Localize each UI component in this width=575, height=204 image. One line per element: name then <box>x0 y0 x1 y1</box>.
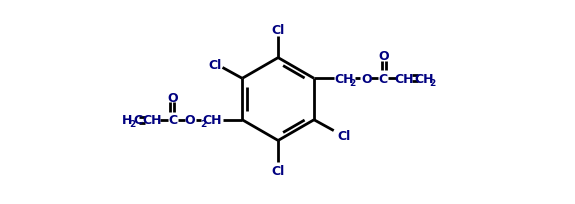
Text: 2: 2 <box>201 120 207 129</box>
Text: 2: 2 <box>129 120 136 129</box>
Text: O: O <box>361 72 371 85</box>
Text: Cl: Cl <box>271 24 285 37</box>
Text: CH: CH <box>394 72 413 85</box>
Text: 2: 2 <box>350 78 355 87</box>
Text: C: C <box>168 114 178 127</box>
Text: CH: CH <box>415 72 434 85</box>
Text: CH: CH <box>202 114 221 127</box>
Text: O: O <box>379 50 389 63</box>
Text: Cl: Cl <box>208 59 221 72</box>
Text: H: H <box>122 114 132 127</box>
Text: C: C <box>133 114 142 127</box>
Text: O: O <box>185 114 196 127</box>
Text: Cl: Cl <box>271 164 285 177</box>
Text: CH: CH <box>335 72 354 85</box>
Text: CH: CH <box>143 114 162 127</box>
Text: Cl: Cl <box>337 129 350 142</box>
Text: C: C <box>378 72 388 85</box>
Text: O: O <box>167 91 178 104</box>
Text: 2: 2 <box>430 78 435 87</box>
